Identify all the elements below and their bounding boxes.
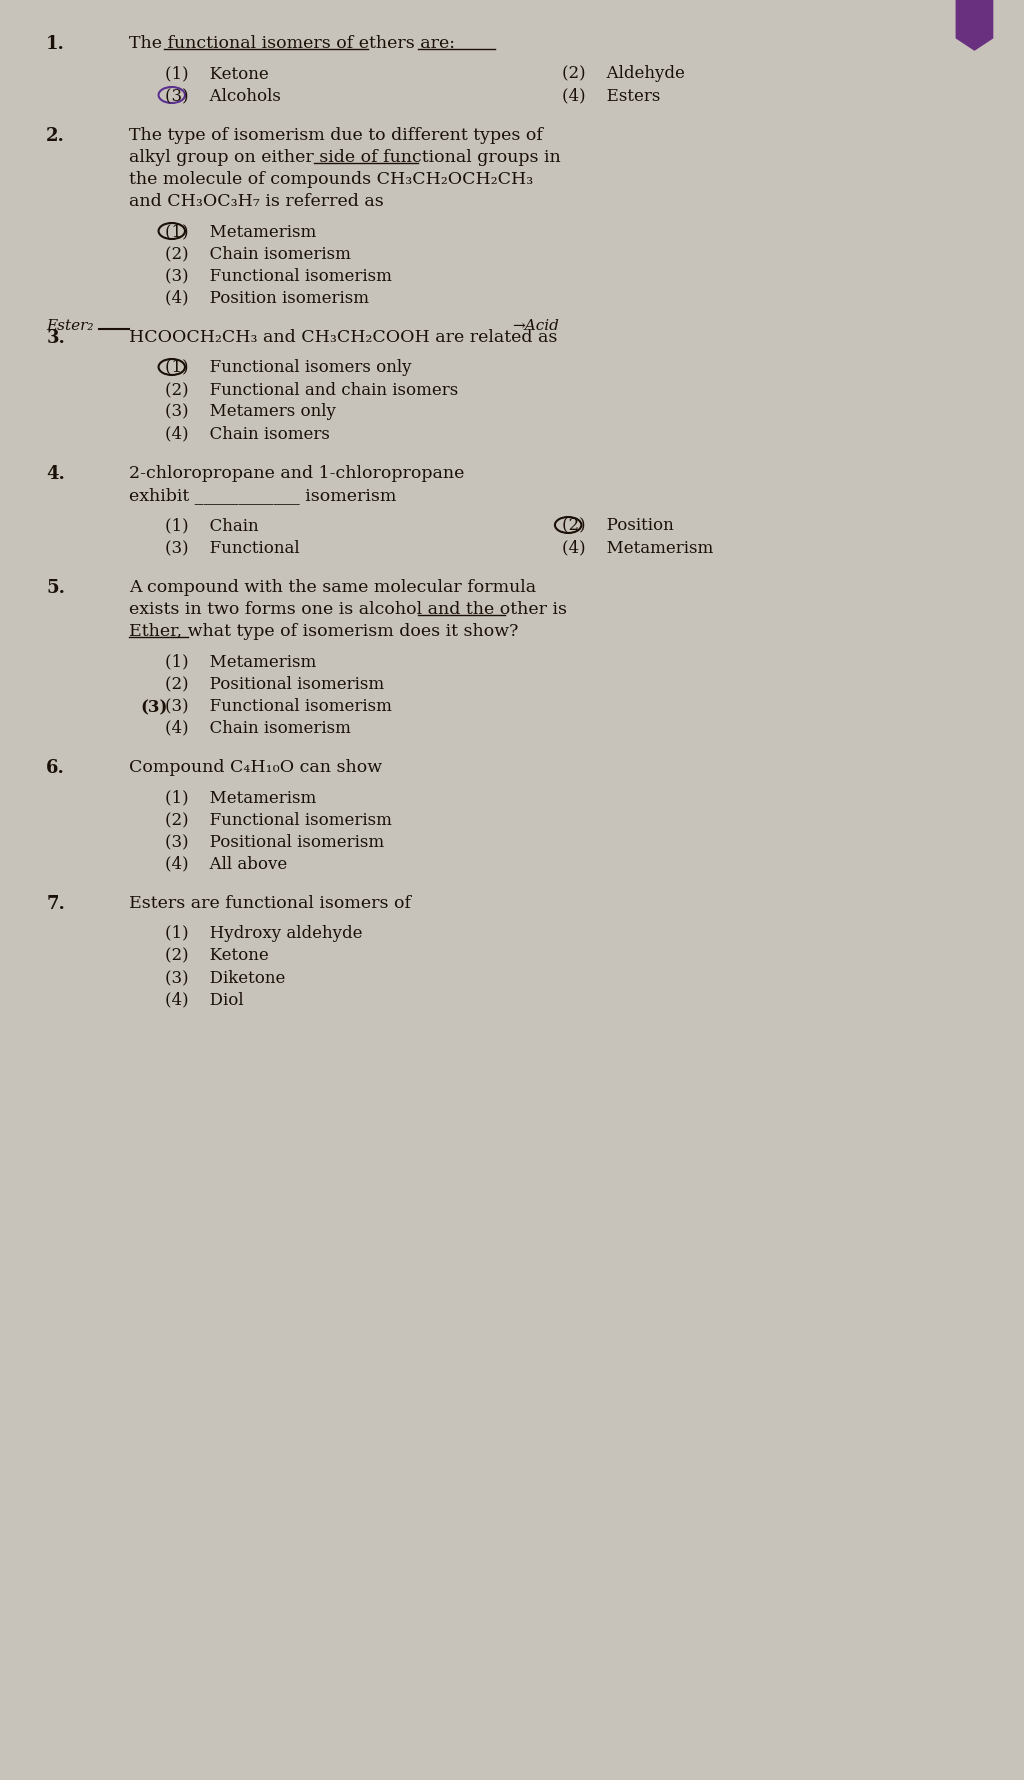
Text: (1)    Hydroxy aldehyde: (1) Hydroxy aldehyde — [165, 926, 362, 942]
Text: (1)    Metamerism: (1) Metamerism — [165, 789, 316, 806]
Text: A compound with the same molecular formula: A compound with the same molecular formu… — [129, 578, 536, 596]
Text: alkyl group on either side of functional groups in: alkyl group on either side of functional… — [129, 150, 560, 166]
Text: Ether, what type of isomerism does it show?: Ether, what type of isomerism does it sh… — [129, 623, 518, 641]
Text: (2)    Positional isomerism: (2) Positional isomerism — [165, 675, 384, 692]
Text: the molecule of compounds CH₃CH₂OCH₂CH₃: the molecule of compounds CH₃CH₂OCH₂CH₃ — [129, 171, 534, 189]
Text: (3)    Positional isomerism: (3) Positional isomerism — [165, 833, 384, 851]
Text: →Acid: →Acid — [512, 319, 559, 333]
Text: 2.: 2. — [46, 126, 66, 144]
Text: (4)    Esters: (4) Esters — [561, 87, 659, 103]
Text: 7.: 7. — [46, 895, 66, 913]
Text: Compound C₄H₁₀O can show: Compound C₄H₁₀O can show — [129, 758, 382, 776]
Text: (2)    Functional and chain isomers: (2) Functional and chain isomers — [165, 381, 459, 399]
Text: (3)    Functional isomerism: (3) Functional isomerism — [165, 698, 392, 714]
Text: exhibit ____________ isomerism: exhibit ____________ isomerism — [129, 488, 396, 504]
Text: (4)    Metamerism: (4) Metamerism — [561, 539, 713, 555]
Text: 2-chloropropane and 1-chloropropane: 2-chloropropane and 1-chloropropane — [129, 465, 464, 482]
Text: (4)    Position isomerism: (4) Position isomerism — [165, 288, 370, 306]
Text: and CH₃OC₃H₇ is referred as: and CH₃OC₃H₇ is referred as — [129, 192, 384, 210]
Text: HCOOCH₂CH₃ and CH₃CH₂COOH are related as: HCOOCH₂CH₃ and CH₃CH₂COOH are related as — [129, 329, 557, 345]
Text: (4)    Diol: (4) Diol — [165, 991, 244, 1007]
Text: Esters are functional isomers of: Esters are functional isomers of — [129, 895, 411, 911]
Text: (1)    Metamerism: (1) Metamerism — [165, 222, 316, 240]
Text: (3)    Functional: (3) Functional — [165, 539, 300, 555]
Text: (4)    Chain isomerism: (4) Chain isomerism — [165, 719, 351, 735]
Text: (4)    All above: (4) All above — [165, 854, 288, 872]
Text: 1.: 1. — [46, 36, 66, 53]
Text: Ester₂: Ester₂ — [46, 319, 94, 333]
Text: 4.: 4. — [46, 465, 66, 482]
Text: (3): (3) — [140, 700, 168, 716]
Text: (1)    Chain: (1) Chain — [165, 516, 259, 534]
Text: 5.: 5. — [46, 578, 66, 596]
FancyArrow shape — [956, 0, 992, 50]
Text: (2)    Functional isomerism: (2) Functional isomerism — [165, 812, 392, 828]
Text: (1)    Ketone: (1) Ketone — [165, 66, 269, 82]
Text: (2)    Chain isomerism: (2) Chain isomerism — [165, 246, 351, 262]
Text: (4)    Chain isomers: (4) Chain isomers — [165, 425, 330, 441]
Text: (1)    Metamerism: (1) Metamerism — [165, 653, 316, 669]
Text: (2)    Position: (2) Position — [561, 516, 674, 534]
Text: (1)    Functional isomers only: (1) Functional isomers only — [165, 360, 412, 376]
Text: (2)    Aldehyde: (2) Aldehyde — [561, 66, 684, 82]
Text: exists in two forms one is alcohol and the other is: exists in two forms one is alcohol and t… — [129, 602, 567, 618]
Text: The functional isomers of ethers are:: The functional isomers of ethers are: — [129, 36, 455, 52]
Text: The type of isomerism due to different types of: The type of isomerism due to different t… — [129, 126, 543, 144]
Text: (2)    Ketone: (2) Ketone — [165, 947, 269, 965]
Text: (3)    Metamers only: (3) Metamers only — [165, 402, 336, 420]
Text: (3)    Functional isomerism: (3) Functional isomerism — [165, 267, 392, 285]
Text: (3)    Diketone: (3) Diketone — [165, 968, 286, 986]
Text: 3.: 3. — [46, 329, 66, 347]
Text: (3)    Alcohols: (3) Alcohols — [165, 87, 281, 103]
Text: 6.: 6. — [46, 758, 66, 778]
